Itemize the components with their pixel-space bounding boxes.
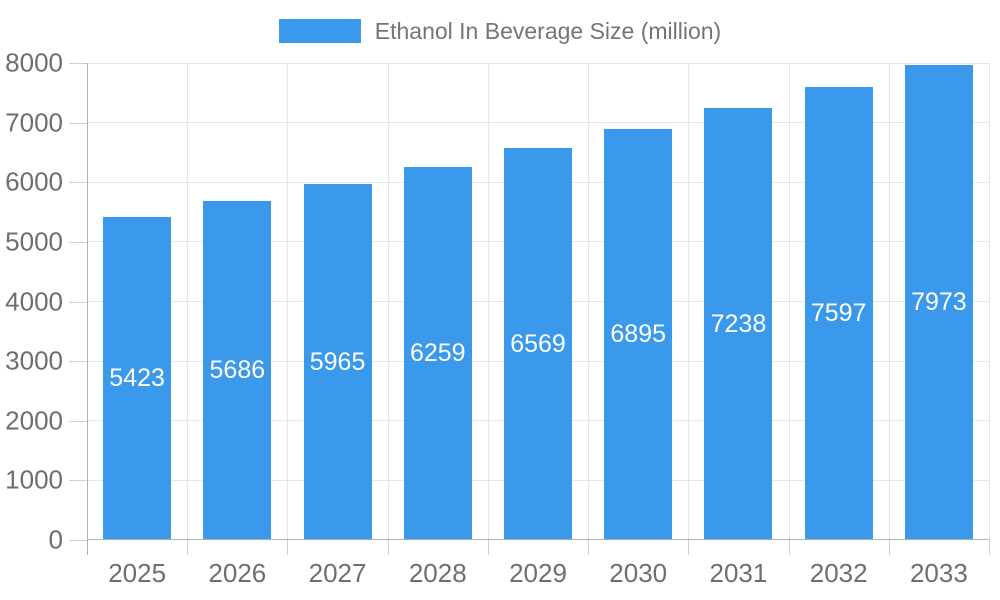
y-tick-label: 7000 [5,107,63,138]
y-tick-label: 4000 [5,286,63,316]
y-tick [69,241,87,243]
bar-2029[interactable]: 6569 [504,148,572,540]
y-tick-label: 2000 [5,405,63,436]
y-tick [69,420,87,422]
v-gridline [888,63,890,540]
bar-2031[interactable]: 7238 [704,108,773,540]
x-tick-label: 2025 [108,558,167,588]
legend-label: Ethanol In Beverage Size (million) [374,17,722,44]
bar-2030[interactable]: 6895 [604,128,673,540]
y-tick-label: 1000 [5,464,63,495]
x-tick-label: 2032 [809,558,868,588]
x-tick-label: 2031 [709,558,768,588]
bar-value-label: 6895 [610,319,667,348]
h-gridline [87,122,989,124]
bar-value-label: 5686 [209,355,266,384]
y-tick [69,63,87,64]
bar-2027[interactable]: 5965 [303,184,372,540]
bar-2032[interactable]: 7597 [804,87,873,540]
bar-2028[interactable]: 6259 [403,166,472,540]
y-tick-label: 8000 [5,47,63,78]
bar-value-label: 6569 [510,329,566,358]
h-gridline [87,62,989,64]
x-tick-label: 2026 [208,558,267,588]
x-tick [286,540,288,555]
x-tick-label: 2030 [609,558,668,588]
x-tick-label: 2029 [509,558,567,588]
legend-swatch [278,19,361,43]
y-tick [69,361,87,363]
bar-2025[interactable]: 5423 [103,216,172,540]
bar-2026[interactable]: 5686 [203,200,272,540]
y-tick [69,122,87,124]
y-tick-label: 3000 [5,345,63,376]
v-gridline [487,63,489,540]
x-axis-line [87,539,989,540]
y-tick [69,301,87,303]
bar-value-label: 6259 [409,338,466,367]
v-gridline [687,63,689,540]
x-tick [888,540,890,555]
v-gridline [387,63,389,540]
y-tick-label: 0 [48,524,63,555]
y-tick-label: 6000 [5,166,63,197]
x-tick [487,540,489,555]
x-tick [788,540,790,555]
v-gridline [988,63,990,540]
bar-value-label: 7973 [911,287,967,316]
bar-value-label: 7238 [710,309,767,338]
bar-value-label: 7597 [810,299,867,327]
y-tick [69,182,87,184]
bar-value-label: 5965 [309,347,366,376]
legend[interactable]: Ethanol In Beverage Size (million) [0,16,1000,46]
x-tick [687,540,689,555]
v-gridline [286,63,288,540]
plot-area: 5423 5686 5965 6259 6569 6895 7238 7597 7973 [87,62,990,555]
y-tick-label: 5000 [5,226,63,257]
y-axis-line [87,63,88,555]
y-tick [69,540,87,541]
x-tick-label: 2033 [909,558,968,588]
x-tick [988,540,990,555]
v-gridline [186,63,188,540]
y-tick [69,480,87,482]
v-gridline [788,63,790,540]
x-tick-label: 2028 [408,558,467,588]
v-gridline [587,63,589,540]
bar-2033[interactable]: 7973 [904,64,973,540]
x-tick [186,540,188,555]
bar-value-label: 5423 [109,363,165,392]
x-tick-label: 2027 [308,558,367,588]
x-tick [587,540,589,555]
x-tick [387,540,389,555]
